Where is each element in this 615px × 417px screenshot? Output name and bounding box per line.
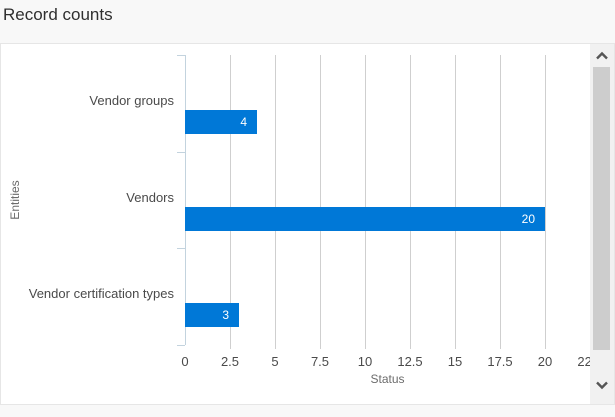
- x-tick-label: 2.5: [220, 354, 240, 369]
- y-axis-title: Entities: [8, 180, 22, 220]
- bar-vendor-certification-types[interactable]: 3: [185, 303, 239, 327]
- category-label: Vendor groups: [89, 93, 174, 108]
- y-axis-tick: [177, 152, 185, 153]
- x-tick-label: 15: [447, 354, 463, 369]
- x-tick-label: 12.5: [397, 354, 423, 369]
- y-axis-line: [185, 55, 186, 345]
- bar-vendor-groups[interactable]: 4: [185, 110, 257, 134]
- scroll-down-button[interactable]: [590, 374, 614, 396]
- x-tick-label: 17.5: [487, 354, 513, 369]
- chevron-up-icon: [596, 51, 608, 59]
- y-axis-tick: [177, 248, 185, 249]
- category-label: Vendors: [126, 190, 174, 205]
- gridline: [455, 55, 456, 349]
- y-axis-tick: [177, 55, 185, 56]
- gridline: [275, 55, 276, 349]
- x-tick-label: 0: [181, 354, 189, 369]
- gridline: [320, 55, 321, 349]
- bar-value-label: 4: [240, 115, 247, 129]
- scrollbar-thumb[interactable]: [593, 67, 610, 350]
- y-axis-tick: [177, 345, 185, 346]
- x-tick-label: 20: [537, 354, 553, 369]
- x-tick-label: 7.5: [310, 354, 330, 369]
- vertical-scrollbar[interactable]: [590, 44, 614, 404]
- x-tick-label: 10: [357, 354, 373, 369]
- category-label: Vendor certification types: [28, 286, 174, 301]
- gridline: [410, 55, 411, 349]
- gridline: [365, 55, 366, 349]
- x-tick-label: 5: [271, 354, 279, 369]
- gridline: [545, 55, 546, 349]
- bar-value-label: 3: [222, 308, 229, 322]
- gridline: [500, 55, 501, 349]
- page-title: Record counts: [3, 5, 113, 24]
- scroll-up-button[interactable]: [590, 44, 614, 66]
- bar-vendors[interactable]: 20: [185, 207, 545, 231]
- bar-value-label: 20: [521, 212, 535, 226]
- x-axis-title: Status: [370, 372, 405, 386]
- gridline: [230, 55, 231, 349]
- chevron-down-icon: [596, 381, 608, 389]
